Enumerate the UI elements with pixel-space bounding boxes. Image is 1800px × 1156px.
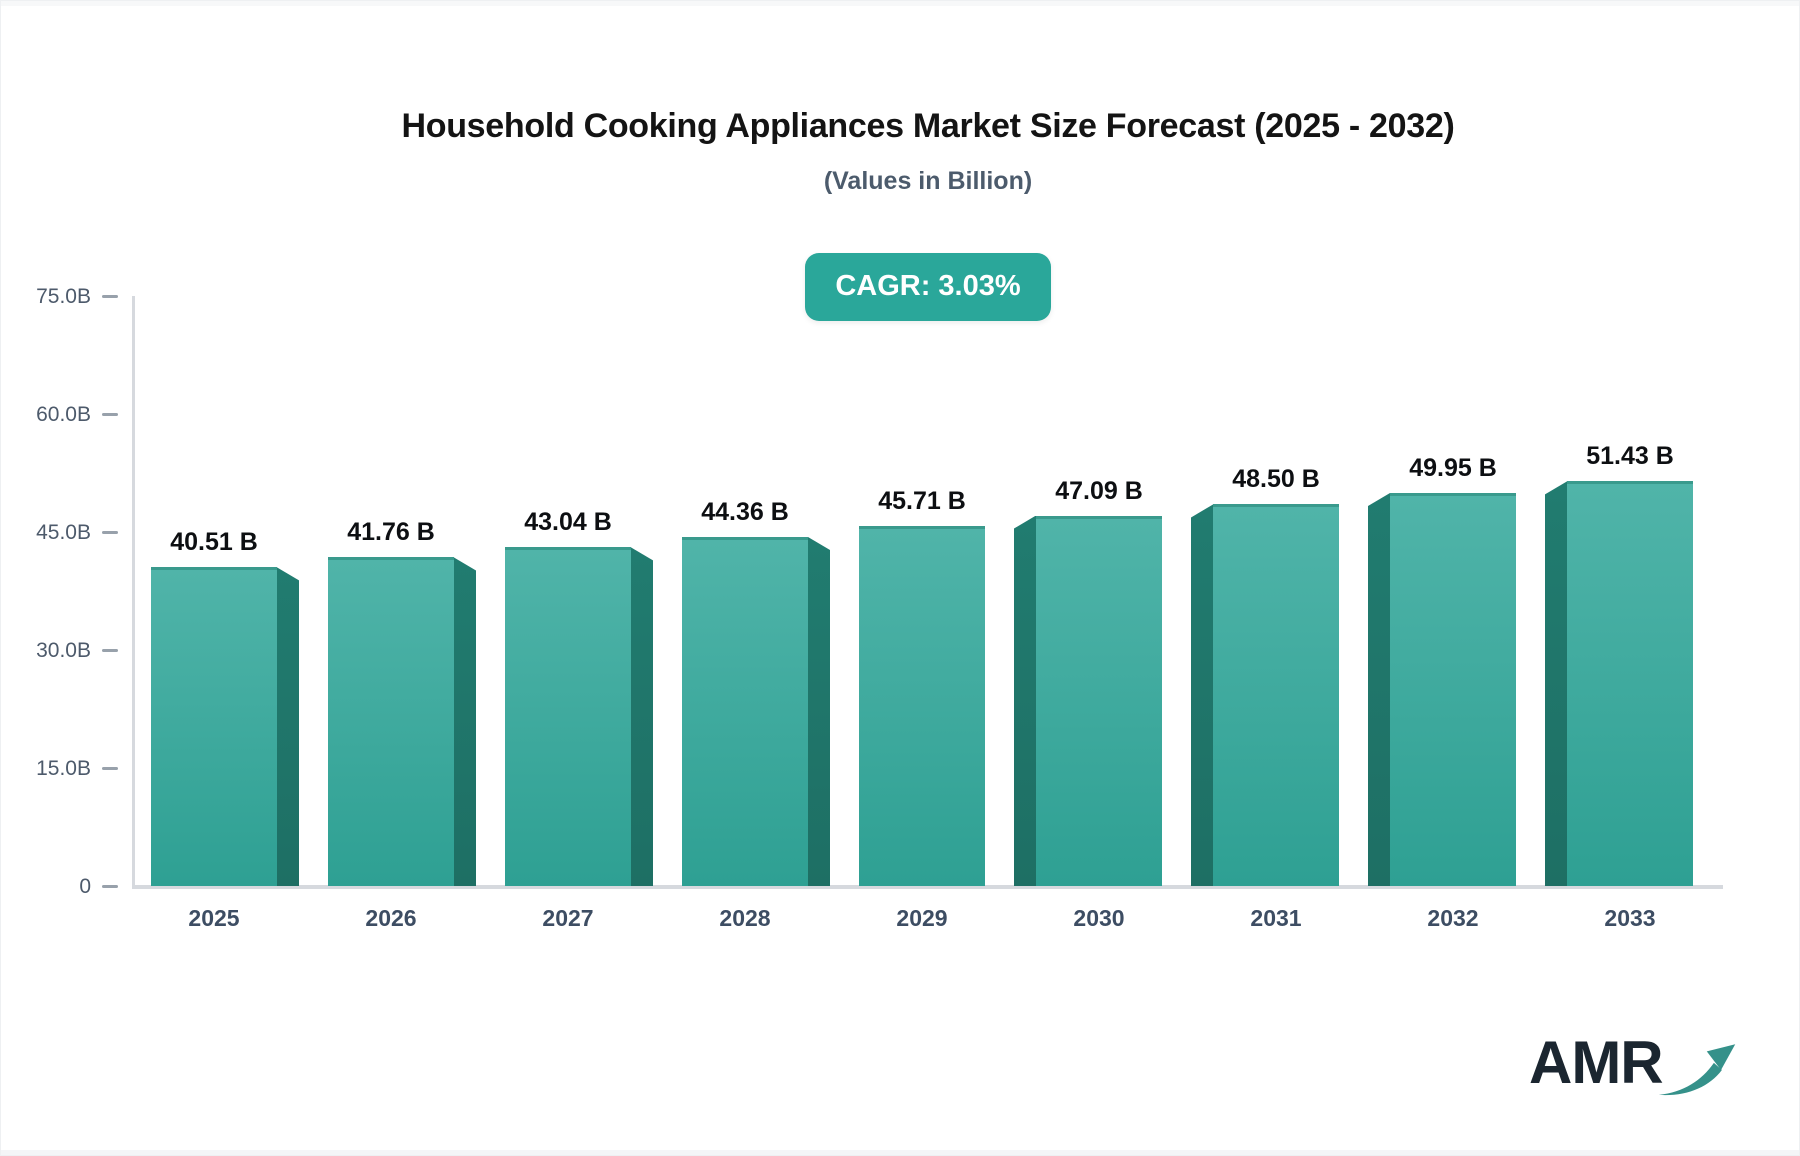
y-tick-label-75: 75.0B bbox=[36, 285, 91, 308]
bottom-edge-strip bbox=[1, 1150, 1799, 1155]
bar-side-2027 bbox=[631, 547, 653, 886]
bar-side-2026 bbox=[454, 557, 476, 886]
y-tick-label-0: 0 bbox=[79, 875, 91, 898]
bar-side-2032 bbox=[1368, 493, 1390, 886]
bar-2028[interactable] bbox=[682, 537, 808, 886]
bar-2029[interactable] bbox=[859, 526, 985, 886]
amr-logo[interactable]: AMR bbox=[1529, 1029, 1736, 1103]
x-axis-line bbox=[132, 885, 1723, 889]
x-axis-label-2033: 2033 bbox=[1604, 905, 1656, 931]
bar-value-label-2027: 43.04 B bbox=[524, 508, 612, 537]
y-tick-label-60: 60.0B bbox=[36, 403, 91, 426]
y-tick-mark-60 bbox=[102, 413, 118, 416]
growth-arrow-icon bbox=[1658, 1044, 1736, 1096]
x-axis-label-2031: 2031 bbox=[1250, 905, 1302, 931]
bar-side-2033 bbox=[1545, 481, 1567, 886]
bar-value-label-2030: 47.09 B bbox=[1055, 476, 1143, 505]
bar-2030[interactable] bbox=[1036, 515, 1162, 886]
x-axis-label-2028: 2028 bbox=[719, 905, 771, 931]
x-axis-label-2026: 2026 bbox=[365, 905, 417, 931]
bar-2027[interactable] bbox=[505, 547, 631, 886]
x-axis-label-2027: 2027 bbox=[542, 905, 594, 931]
bar-value-label-2025: 40.51 B bbox=[170, 528, 258, 557]
bar-side-2028 bbox=[808, 537, 830, 886]
chart-title: Household Cooking Appliances Market Size… bbox=[401, 107, 1455, 145]
x-axis-label-2029: 2029 bbox=[896, 905, 948, 931]
y-tick-mark-30 bbox=[102, 649, 118, 652]
bar-2032[interactable] bbox=[1390, 493, 1516, 886]
cagr-badge-row: CAGR: 3.03% bbox=[55, 253, 1799, 321]
bar-side-2030 bbox=[1014, 515, 1036, 886]
bar-side-2025 bbox=[277, 567, 299, 886]
x-axis-label-2032: 2032 bbox=[1427, 905, 1479, 931]
y-tick-label-15: 15.0B bbox=[36, 757, 91, 780]
y-tick-mark-75 bbox=[102, 295, 118, 298]
y-axis-line bbox=[132, 296, 135, 889]
bar-2031[interactable] bbox=[1213, 504, 1339, 886]
chart-subtitle: (Values in Billion) bbox=[823, 167, 1033, 195]
y-tick-mark-0 bbox=[102, 885, 118, 888]
amr-logo-text: AMR bbox=[1529, 1029, 1664, 1096]
bar-value-label-2031: 48.50 B bbox=[1232, 465, 1320, 494]
bar-value-label-2026: 41.76 B bbox=[347, 518, 435, 547]
top-edge-strip bbox=[1, 1, 1799, 6]
bar-2026[interactable] bbox=[328, 557, 454, 886]
cagr-badge: CAGR: 3.03% bbox=[805, 253, 1051, 321]
y-tick-mark-45 bbox=[102, 531, 118, 534]
bar-2033[interactable] bbox=[1567, 481, 1693, 886]
bar-side-2031 bbox=[1191, 504, 1213, 886]
y-tick-mark-15 bbox=[102, 767, 118, 770]
bar-2025[interactable] bbox=[151, 567, 277, 886]
bar-value-label-2033: 51.43 B bbox=[1586, 442, 1674, 471]
x-axis-label-2030: 2030 bbox=[1073, 905, 1125, 931]
y-tick-label-30: 30.0B bbox=[36, 639, 91, 662]
bar-value-label-2032: 49.95 B bbox=[1409, 454, 1497, 483]
bar-value-label-2029: 45.71 B bbox=[878, 487, 966, 516]
y-tick-label-45: 45.0B bbox=[36, 521, 91, 544]
bar-value-label-2028: 44.36 B bbox=[701, 498, 789, 527]
x-axis-label-2025: 2025 bbox=[188, 905, 240, 931]
